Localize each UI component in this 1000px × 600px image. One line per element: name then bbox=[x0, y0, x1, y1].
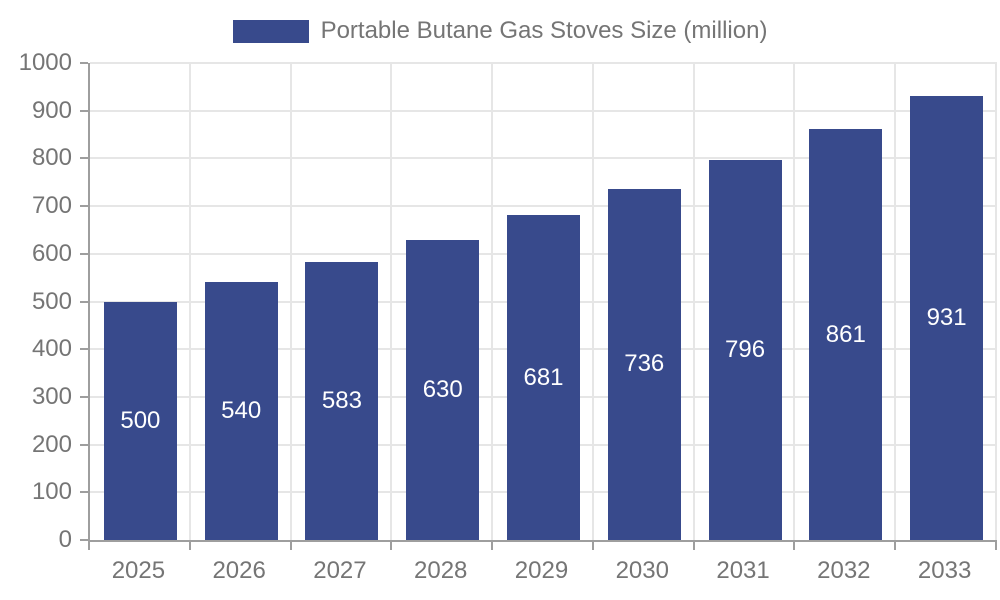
bar[interactable]: 931 bbox=[910, 95, 984, 540]
y-axis-tick bbox=[80, 443, 88, 446]
x-axis-tick-label: 2031 bbox=[716, 557, 770, 584]
bar[interactable]: 500 bbox=[103, 301, 177, 540]
gridline-vertical bbox=[491, 63, 494, 540]
y-axis-tick bbox=[80, 157, 88, 160]
y-axis-tick bbox=[80, 491, 88, 494]
x-axis-tick-label: 2030 bbox=[615, 557, 669, 584]
x-axis-tick bbox=[88, 542, 90, 550]
x-axis-tick-label: 2029 bbox=[514, 557, 569, 584]
x-axis-tick-label: 2026 bbox=[212, 557, 266, 584]
gridline-vertical bbox=[390, 63, 393, 540]
gridline-vertical bbox=[591, 63, 594, 540]
bar-value-label: 931 bbox=[926, 303, 967, 331]
bar-value-label: 861 bbox=[825, 320, 866, 348]
x-axis-tick bbox=[491, 542, 494, 550]
bar[interactable]: 736 bbox=[607, 188, 681, 540]
gridline-vertical bbox=[188, 63, 191, 540]
gridline-vertical bbox=[692, 63, 695, 540]
bar-value-label: 500 bbox=[120, 406, 161, 434]
x-axis-tick-label: 2033 bbox=[917, 557, 972, 584]
bar[interactable]: 630 bbox=[406, 239, 480, 540]
legend-item[interactable]: Portable Butane Gas Stoves Size (million… bbox=[0, 17, 1000, 45]
legend-label: Portable Butane Gas Stoves Size (million… bbox=[320, 17, 768, 44]
bar[interactable]: 583 bbox=[305, 261, 379, 540]
y-axis-labels: 0 100 200 300 400 500 600 700 800 900 1000 bbox=[0, 49, 72, 553]
y-axis-tick-label: 600 bbox=[31, 239, 72, 267]
x-axis-tick-label: 2025 bbox=[111, 557, 166, 584]
bar[interactable]: 540 bbox=[204, 282, 278, 540]
y-axis-tick-label: 0 bbox=[58, 526, 72, 553]
bar-value-label: 736 bbox=[624, 350, 665, 378]
y-axis-tick-label: 400 bbox=[31, 335, 72, 363]
gridline-horizontal bbox=[90, 62, 997, 64]
x-axis-tick bbox=[188, 542, 191, 550]
y-axis-tick bbox=[80, 205, 88, 208]
y-axis-tick-label: 300 bbox=[31, 382, 72, 410]
gridline-vertical bbox=[793, 63, 796, 540]
y-axis-tick bbox=[80, 348, 88, 351]
x-axis-tick bbox=[894, 542, 897, 550]
y-axis-tick bbox=[80, 62, 88, 64]
y-axis-tick bbox=[80, 539, 88, 541]
x-axis-tick bbox=[692, 542, 695, 550]
gridline-vertical bbox=[995, 63, 997, 540]
bar-value-label: 796 bbox=[725, 336, 766, 364]
plot-area: 500 540 583 630 681 736 796 861 931 bbox=[80, 62, 997, 550]
gridline-horizontal bbox=[90, 109, 997, 112]
bar-value-label: 583 bbox=[321, 386, 362, 414]
x-axis-tick-label: 2028 bbox=[414, 557, 468, 584]
x-axis-tick-label: 2027 bbox=[313, 557, 367, 584]
bar[interactable]: 861 bbox=[809, 129, 883, 540]
y-axis-tick-label: 200 bbox=[31, 430, 72, 458]
y-axis-tick bbox=[80, 300, 88, 303]
y-axis-tick bbox=[80, 395, 88, 398]
gridline-horizontal bbox=[90, 157, 997, 160]
bar[interactable]: 681 bbox=[507, 215, 580, 540]
bar-value-label: 540 bbox=[221, 397, 262, 425]
y-axis-tick bbox=[80, 109, 88, 112]
y-axis-tick-label: 700 bbox=[31, 192, 72, 220]
x-axis-tick bbox=[793, 542, 796, 550]
x-axis-tick-label: 2032 bbox=[817, 557, 871, 584]
y-axis-tick-label: 100 bbox=[31, 478, 72, 506]
bar[interactable]: 796 bbox=[708, 160, 782, 540]
bar-value-label: 681 bbox=[523, 363, 564, 391]
gridline-vertical bbox=[289, 63, 292, 540]
gridline-vertical bbox=[894, 63, 897, 540]
bar-value-label: 630 bbox=[422, 375, 463, 403]
y-axis-tick-label: 900 bbox=[31, 96, 72, 124]
x-axis-tick bbox=[591, 542, 594, 550]
x-axis-tick bbox=[289, 542, 292, 550]
y-axis-tick-label: 1000 bbox=[18, 49, 72, 76]
x-axis-tick bbox=[995, 542, 997, 550]
y-axis-tick bbox=[80, 252, 88, 255]
y-axis-tick-label: 500 bbox=[31, 287, 72, 315]
gridline-horizontal bbox=[90, 205, 997, 208]
x-axis-labels: 2025 2026 2027 2028 2029 2030 2031 2032 2033 bbox=[88, 557, 995, 589]
legend-swatch bbox=[232, 19, 309, 43]
y-axis-tick-label: 800 bbox=[31, 144, 72, 172]
x-axis-tick bbox=[390, 542, 393, 550]
